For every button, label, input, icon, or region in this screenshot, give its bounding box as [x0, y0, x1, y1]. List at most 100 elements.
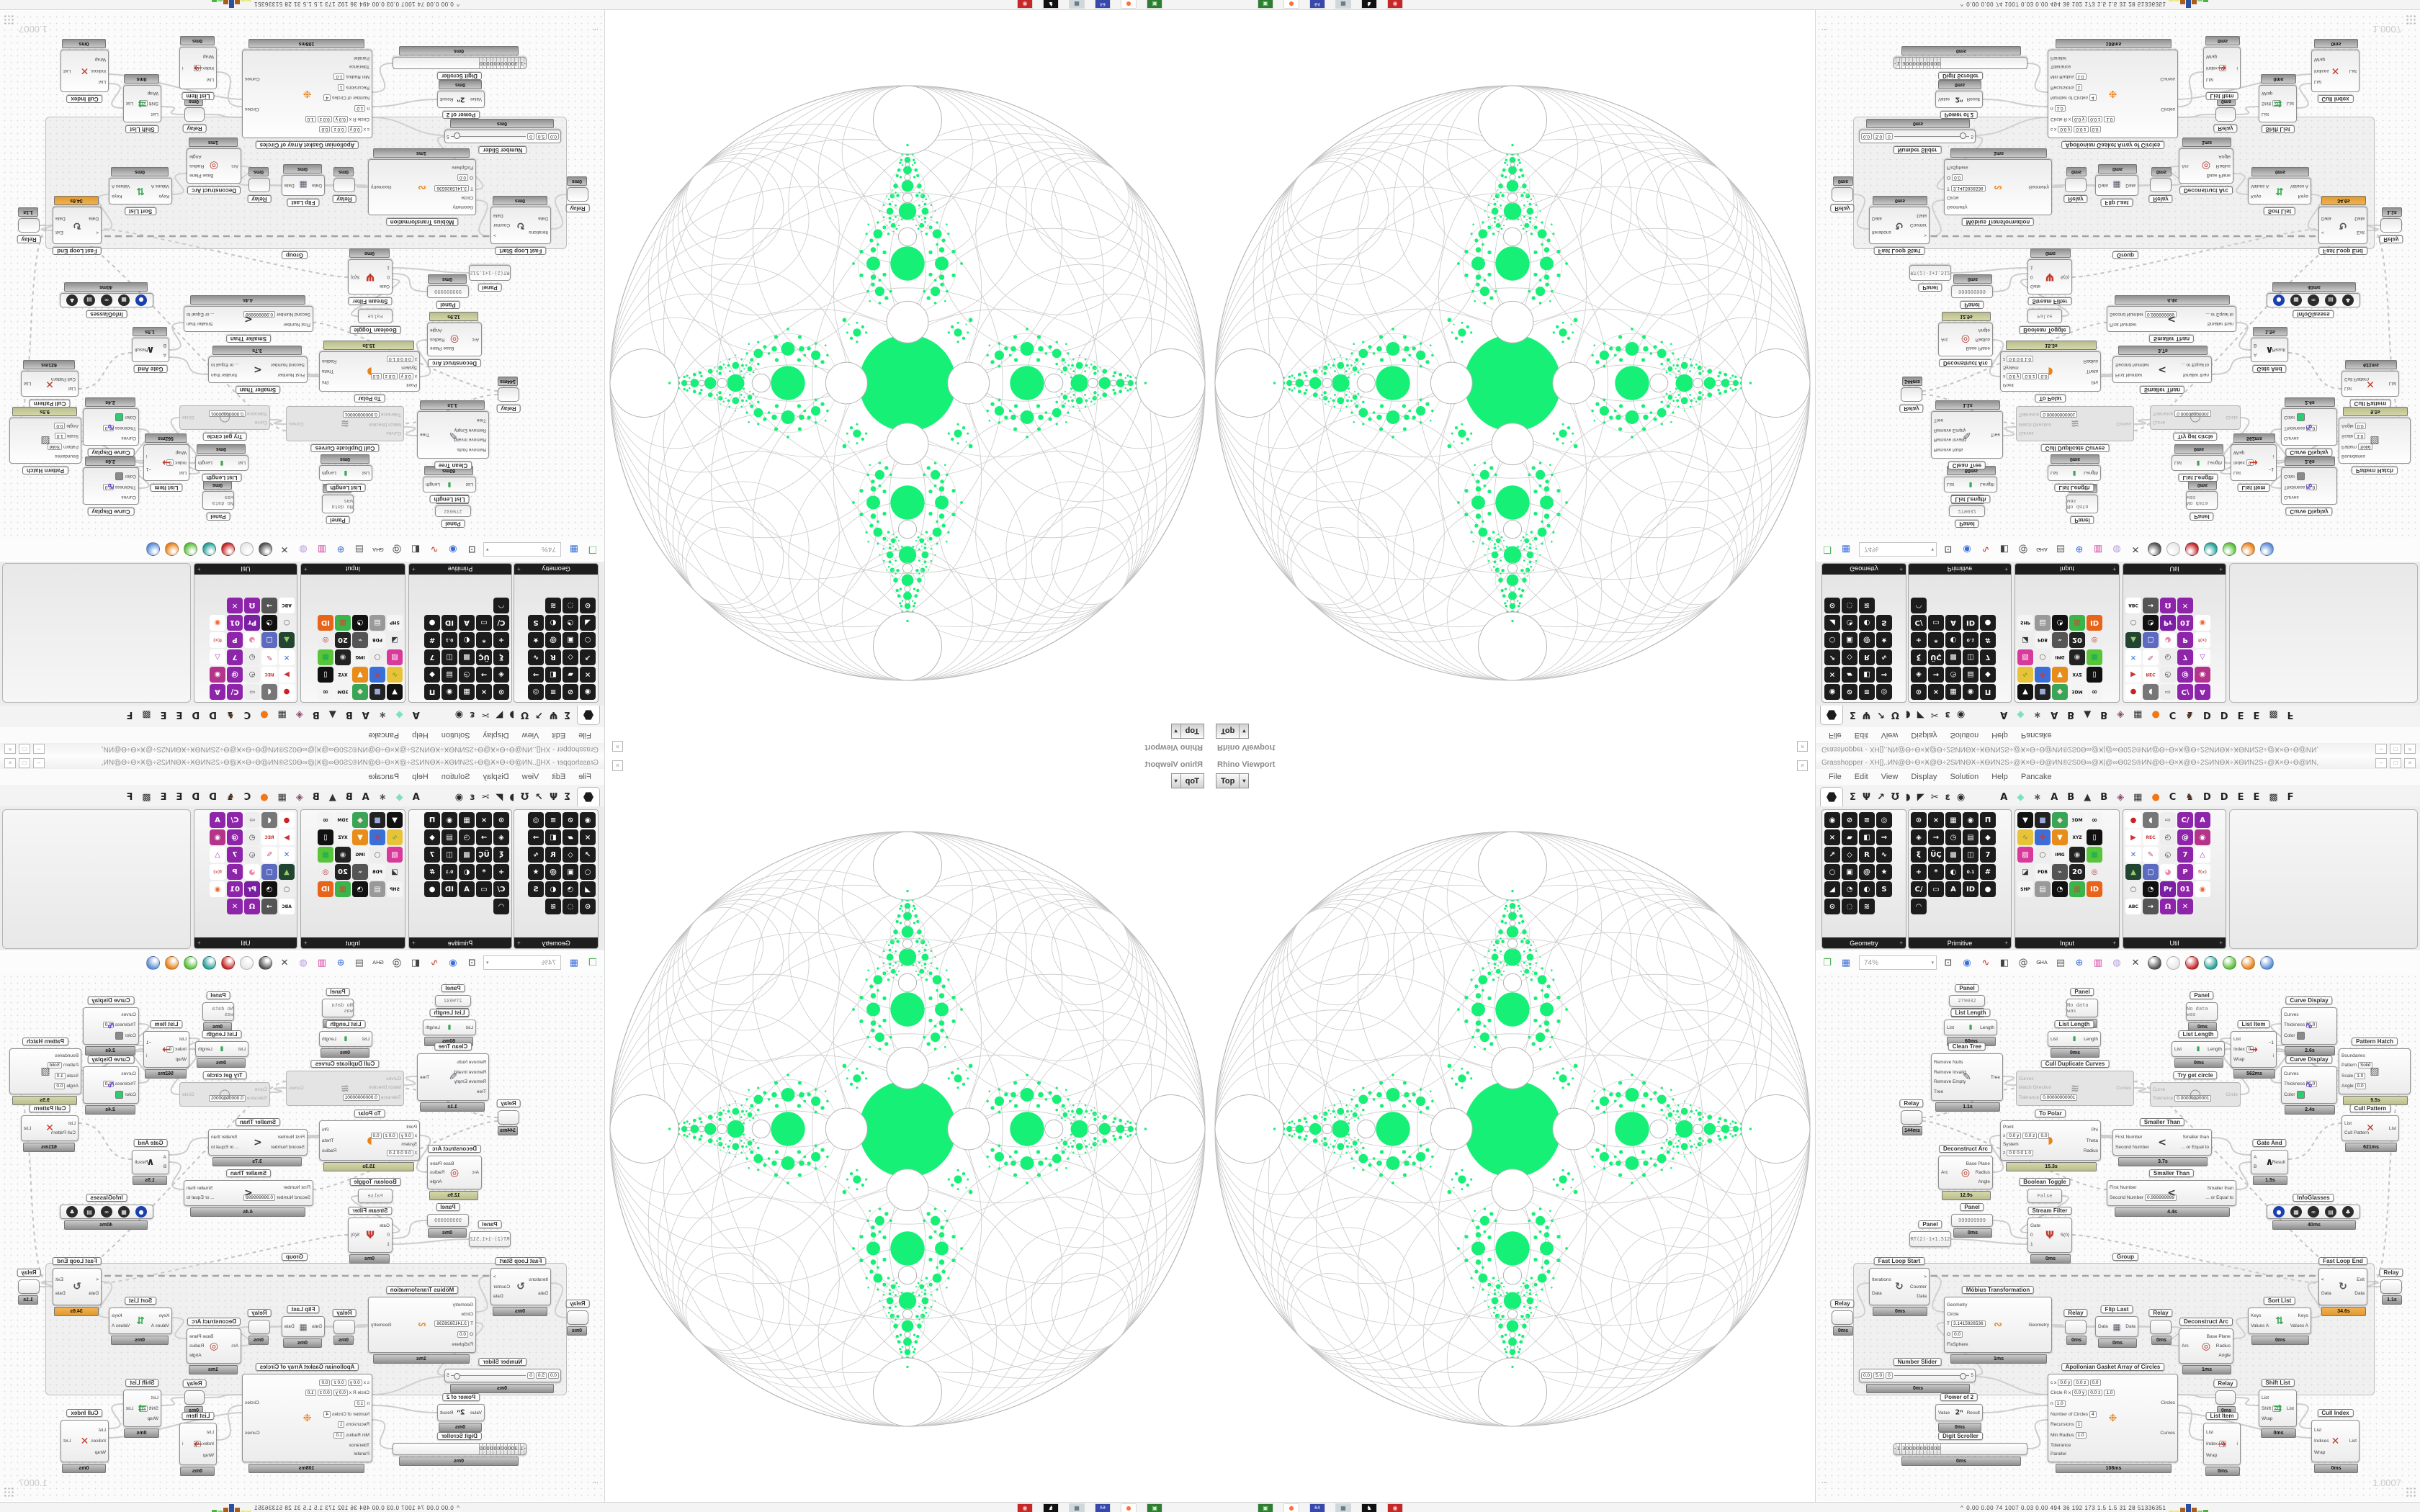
menu-item-edit[interactable]: Edit	[1854, 773, 1868, 781]
node-body[interactable]: List Cull Pattern List ✕	[2341, 1115, 2399, 1141]
preview-eye[interactable]: ◉	[1963, 957, 1971, 968]
relay-body[interactable]	[248, 178, 270, 192]
node-curve-display[interactable]: Curve Display Curves Thickness 1.0 Color ∿ 2.6…	[83, 996, 139, 1056]
component-icon[interactable]: +	[1911, 632, 1927, 648]
gha-text[interactable]: GHA	[372, 960, 384, 966]
plugin-tab[interactable]: B	[2100, 792, 2108, 803]
node-number-slider[interactable]: Number Slider 0.0 5.0 0 5 0ms	[444, 1358, 561, 1393]
panel-name-bar[interactable]: Util +	[194, 937, 297, 948]
category-tab[interactable]: ◤	[1917, 709, 1924, 720]
node-body[interactable]: List Index 0 Wrap i →	[2203, 1423, 2241, 1465]
node-deconstruct-arc[interactable]: Deconstruct Arc Arc Base Plane Radius Angle ◎…	[427, 1145, 482, 1200]
digit-cell[interactable]: 1	[1896, 1444, 1901, 1454]
value-field[interactable]: 1.0	[333, 73, 345, 81]
taskbar-app-2[interactable]: 64	[1095, 1503, 1111, 1512]
zoom-level-field[interactable]: 74% ▾	[1859, 542, 1937, 557]
plugin-tab[interactable]: ●	[260, 792, 269, 803]
menu-item-solution[interactable]: Solution	[441, 731, 470, 739]
view-selector-button[interactable]: Top ▾	[1216, 773, 1250, 788]
node-apollonian-gasket-array-of-circles[interactable]: Apollonian Gasket Array of Circles c x 0.0…	[2048, 1363, 2178, 1473]
node-body[interactable]: List Length ▮	[1944, 1020, 1997, 1035]
node-body[interactable]: List Length ▮	[195, 455, 248, 471]
minimize-button[interactable]: –	[33, 744, 45, 754]
value-field[interactable]: -1	[2272, 1405, 2281, 1412]
component-icon[interactable]: ◈	[1911, 829, 1927, 845]
digit-cell[interactable]: 0	[485, 1444, 490, 1454]
node-clean-tree[interactable]: Clean Tree Remove Nulls Remove Invalid Remo…	[1931, 400, 2003, 469]
component-icon[interactable]: R	[545, 847, 561, 863]
canvas-nav-grid[interactable]	[2406, 1487, 2416, 1497]
node-boolean-toggle[interactable]: Boolean Toggle False	[2019, 309, 2071, 334]
component-icon[interactable]: ◷	[459, 829, 475, 845]
node-list-length[interactable]: List Length List Length ▮ 0ms	[195, 1030, 248, 1068]
component-icon[interactable]: ◌	[1842, 598, 1857, 613]
value-field[interactable]: 0.0	[457, 1331, 468, 1338]
plugin-tab[interactable]: ◈	[295, 709, 303, 720]
value-field[interactable]: 0	[2246, 1046, 2254, 1053]
node-deconstruct-arc[interactable]: Deconstruct Arc Arc Base Plane Radius Angle ◎…	[427, 312, 482, 367]
balloon[interactable]: ◍	[2112, 957, 2121, 968]
component-icon[interactable]: 0.1	[1963, 864, 1978, 880]
value-field[interactable]: 1.0	[2075, 73, 2087, 81]
value-field[interactable]: 0.0	[319, 1379, 331, 1386]
notes[interactable]: ▤	[354, 544, 364, 555]
component-icon[interactable]: ◉	[1824, 812, 1840, 828]
component-icon[interactable]: ▣	[1842, 864, 1857, 880]
node-body[interactable]: No data was	[2066, 999, 2098, 1017]
component-icon[interactable]: ◠	[493, 899, 509, 914]
value-field[interactable]: Solid	[2357, 1062, 2373, 1069]
component-icon[interactable]: ✥	[2035, 829, 2051, 845]
taskbar-app-2[interactable]: 64	[1309, 1503, 1325, 1512]
component-icon[interactable]: 0.1	[442, 632, 457, 648]
component-icon[interactable]: S	[1876, 615, 1892, 631]
node-try-get-circle[interactable]: Try get circle Curve Tolerance 0.0000000000…	[2150, 405, 2241, 441]
value-field[interactable]: 0.0 z	[2088, 115, 2103, 122]
canvas-nav-grid[interactable]	[4, 1487, 14, 1497]
node-curve-display[interactable]: Curve Display Curves Thickness 1.0 Color ∿ 2.4…	[83, 1056, 139, 1115]
sphere-red[interactable]	[221, 542, 235, 557]
sphere-blue[interactable]	[146, 542, 160, 557]
plugin-tab[interactable]: ●	[2151, 792, 2160, 803]
component-icon[interactable]: ↗	[580, 649, 596, 665]
zoom-extents[interactable]: ⊡	[467, 544, 476, 555]
panel-name-bar[interactable]: Geometry +	[1822, 937, 1906, 948]
value-field[interactable]: 1.0	[354, 105, 366, 112]
node-pattern-hatch[interactable]: Pattern Hatch Boundaries Pattern Solid Scale…	[9, 1038, 81, 1105]
value-field[interactable]: 0.0 y	[2058, 126, 2073, 133]
menu-item-display[interactable]: Display	[1911, 773, 1937, 781]
component-icon[interactable]: ▣	[563, 632, 578, 648]
node-to-polar[interactable]: To Polar Point x 0.0 y 0.0 z 0.0 System z 0.0 0.…	[2000, 341, 2101, 402]
component-icon[interactable]: ▲	[279, 632, 295, 648]
value-field[interactable]: 1.0	[354, 1400, 366, 1407]
menu-item-help[interactable]: Help	[1991, 731, 2008, 739]
value-field[interactable]: 0	[2218, 1441, 2226, 1447]
component-icon[interactable]: C/	[2177, 812, 2193, 828]
panel-name-bar[interactable]: Primitive +	[1909, 937, 2011, 948]
menu-item-view[interactable]: View	[1881, 773, 1899, 781]
value-field[interactable]: 0.0 z	[382, 373, 398, 379]
plugin-tab[interactable]: D	[209, 709, 218, 720]
value-field[interactable]: 4	[323, 94, 331, 102]
node-cull-index[interactable]: Cull Index List Indices Wrap List ✕ 0ms	[2311, 1409, 2360, 1473]
relay-body[interactable]	[333, 178, 355, 192]
node-body[interactable]: False	[2027, 1189, 2062, 1203]
color-swatch[interactable]	[2296, 413, 2305, 422]
notes[interactable]: ▤	[2056, 544, 2066, 555]
canvas-nav-grid[interactable]	[4, 15, 14, 25]
value-field[interactable]: 1.0	[305, 1390, 316, 1397]
component-icon[interactable]: XYZ	[335, 667, 351, 683]
component-icon[interactable]: ▰	[563, 667, 578, 683]
value-field[interactable]: 0.0 y	[398, 1133, 413, 1139]
value-field[interactable]: 0.0	[1952, 174, 1963, 181]
plugin-tab[interactable]: A	[2000, 709, 2008, 720]
value-field[interactable]: 0.0 z	[317, 115, 332, 122]
plugin-tab[interactable]: ▲	[328, 709, 336, 720]
component-icon[interactable]: ✕	[2125, 649, 2141, 665]
component-icon[interactable]: 20	[335, 632, 351, 648]
node-body[interactable]: Iterations Data > Counter Data ↻	[1869, 207, 1930, 244]
component-icon[interactable]: ◉	[442, 684, 457, 700]
